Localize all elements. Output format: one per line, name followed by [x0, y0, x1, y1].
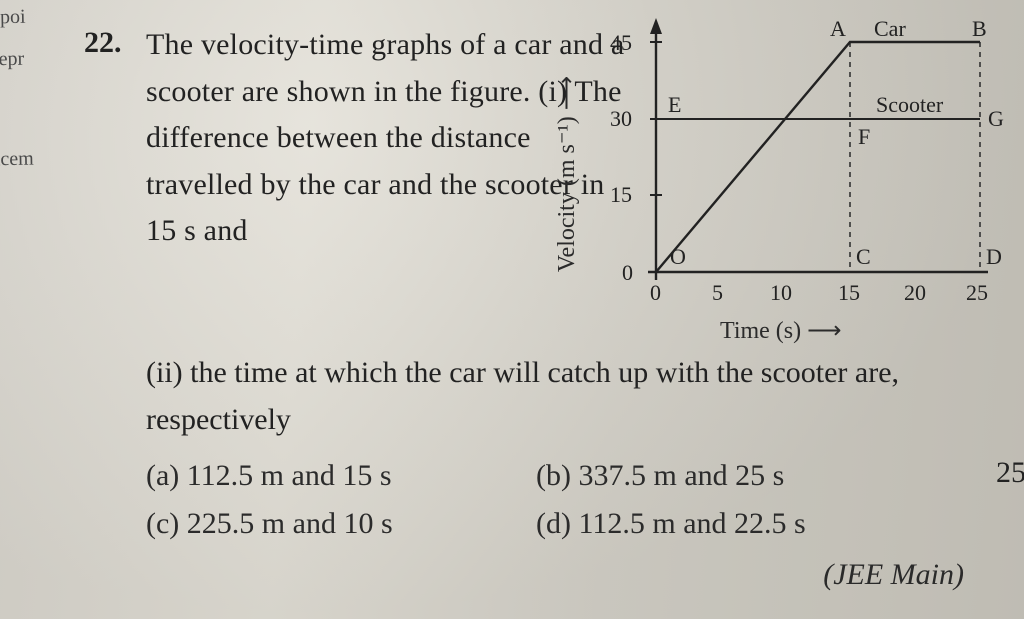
x-axis-label: Time (s) ⟶ [720, 316, 842, 345]
series-label-scooter: Scooter [876, 92, 944, 117]
xtick-5: 5 [712, 280, 723, 305]
label-E: E [668, 92, 681, 117]
page-root: poi repr lacem 22. The velocity-time gra… [0, 0, 1024, 619]
option-a: (a) 112.5 m and 15 s [146, 452, 536, 500]
ytick-30: 30 [610, 106, 632, 131]
options-row-1: (a) 112.5 m and 15 s (b) 337.5 m and 25 … [146, 452, 1006, 500]
xtick-25: 25 [966, 280, 988, 305]
label-B: B [972, 16, 987, 41]
margin-scrap-3: lacem [0, 148, 34, 172]
car-line [656, 42, 980, 272]
dashed-lines [850, 42, 980, 272]
ytick-15: 15 [610, 182, 632, 207]
xtick-10: 10 [770, 280, 792, 305]
xtick-0: 0 [650, 280, 661, 305]
left-margin: poi repr lacem [0, 0, 66, 619]
xtick-15: 15 [838, 280, 860, 305]
y-ticks: 0 15 30 45 [610, 30, 662, 285]
option-d: (d) 112.5 m and 22.5 s [536, 500, 1006, 548]
question-source: (JEE Main) [823, 558, 964, 592]
velocity-time-chart: 0 15 30 45 0 5 10 15 20 25 [560, 12, 1006, 342]
question-stem-part2: (ii) the time at which the car will catc… [146, 350, 986, 443]
options-block: (a) 112.5 m and 15 s (b) 337.5 m and 25 … [146, 452, 1006, 548]
margin-scrap-1: poi [0, 6, 26, 29]
label-G: G [988, 106, 1004, 131]
label-F: F [858, 124, 870, 149]
right-margin-number: 25 [996, 456, 1024, 490]
option-c: (c) 225.5 m and 10 s [146, 500, 536, 548]
margin-scrap-2: repr [0, 48, 24, 72]
point-labels: O E A B F G C D Car Scooter [668, 16, 1004, 269]
xtick-20: 20 [904, 280, 926, 305]
ytick-45: 45 [610, 30, 632, 55]
label-A: A [830, 16, 846, 41]
question-stem-part1: The velocity-time graphs of a car and a … [146, 22, 626, 255]
label-C: C [856, 244, 871, 269]
options-row-2: (c) 225.5 m and 10 s (d) 112.5 m and 22.… [146, 500, 1006, 548]
x-ticks: 0 5 10 15 20 25 [650, 280, 988, 305]
ytick-0: 0 [622, 260, 633, 285]
option-b: (b) 337.5 m and 25 s [536, 452, 1006, 500]
axes [648, 18, 988, 280]
question-number: 22. [84, 26, 122, 60]
label-D: D [986, 244, 1002, 269]
label-O: O [670, 244, 686, 269]
series-label-car: Car [874, 16, 906, 41]
chart-svg: 0 15 30 45 0 5 10 15 20 25 [560, 12, 1006, 342]
